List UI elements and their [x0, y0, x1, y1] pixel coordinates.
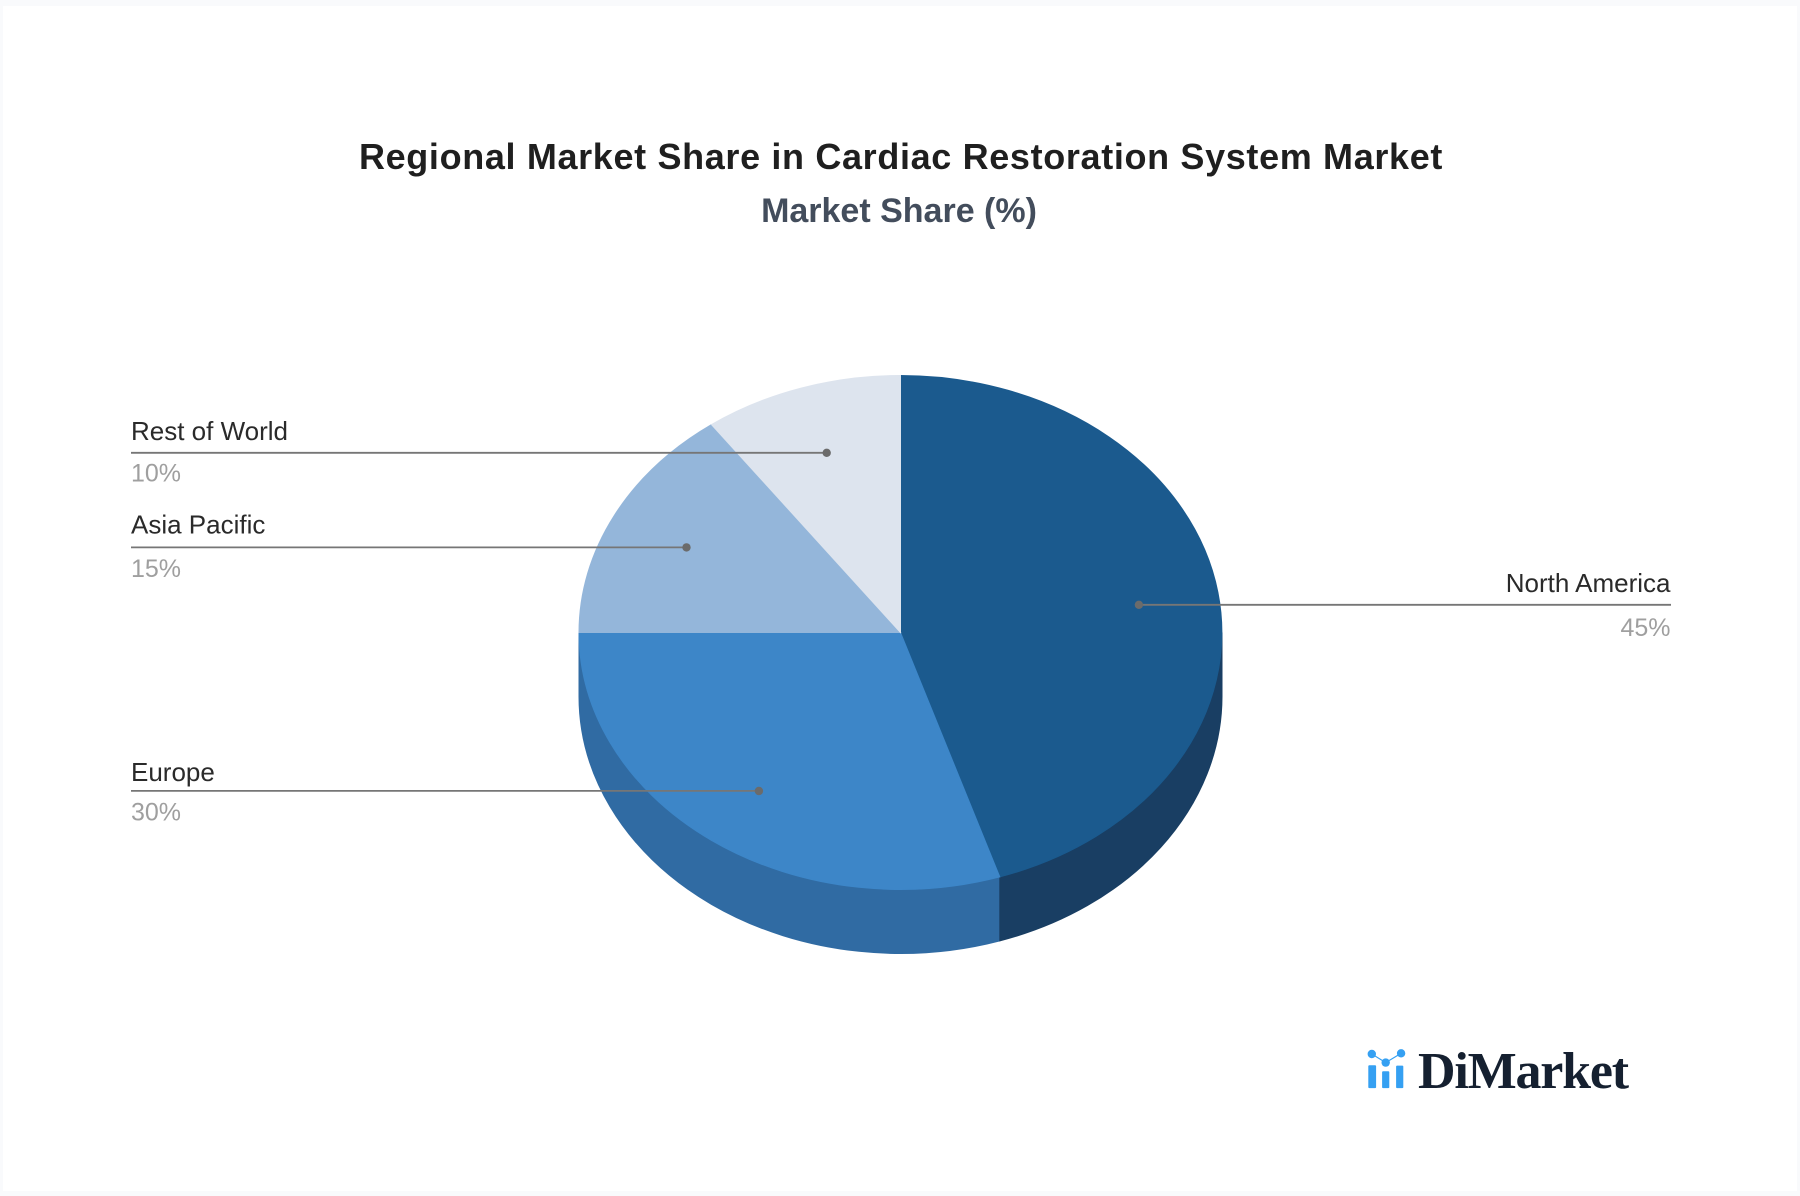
svg-text:45%: 45%: [1620, 614, 1670, 642]
svg-text:Rest of World: Rest of World: [131, 416, 288, 446]
svg-text:10%: 10%: [131, 460, 181, 488]
svg-text:DiMarket: DiMarket: [1418, 1043, 1630, 1100]
svg-text:30%: 30%: [131, 798, 181, 826]
svg-text:Regional Market Share in Cardi: Regional Market Share in Cardiac Restora…: [359, 136, 1443, 177]
svg-text:Asia Pacific: Asia Pacific: [131, 509, 265, 539]
svg-text:Market Share (%): Market Share (%): [761, 192, 1037, 230]
svg-text:North America: North America: [1506, 568, 1671, 598]
svg-text:15%: 15%: [131, 555, 181, 583]
svg-text:Europe: Europe: [131, 757, 215, 787]
